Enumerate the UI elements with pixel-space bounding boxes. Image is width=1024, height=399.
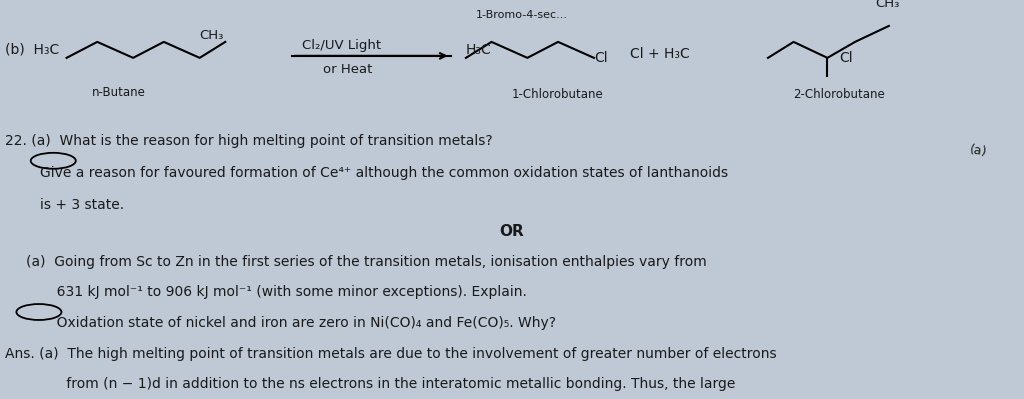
Text: OR: OR xyxy=(500,224,524,239)
Text: (a)  Going from Sc to Zn in the first series of the transition metals, ionisatio: (a) Going from Sc to Zn in the first ser… xyxy=(26,255,707,269)
Text: Cl₂/UV Light: Cl₂/UV Light xyxy=(302,40,381,52)
Text: H₃C: H₃C xyxy=(466,43,492,57)
Text: (a): (a) xyxy=(969,144,988,160)
Text: (b)  H₃C: (b) H₃C xyxy=(5,43,59,57)
Text: Cl: Cl xyxy=(840,51,853,65)
Text: 2-Chlorobutane: 2-Chlorobutane xyxy=(794,88,886,101)
Text: from (n − 1)d in addition to the ns electrons in the interatomic metallic bondin: from (n − 1)d in addition to the ns elec… xyxy=(5,377,735,391)
Text: CH₃: CH₃ xyxy=(200,29,224,42)
Text: Ans. (a)  The high melting point of transition metals are due to the involvement: Ans. (a) The high melting point of trans… xyxy=(5,347,777,361)
Text: CH₃: CH₃ xyxy=(876,0,900,10)
Text: 1-Bromo-4-sec...: 1-Bromo-4-sec... xyxy=(476,10,568,20)
Text: 631 kJ mol⁻¹ to 906 kJ mol⁻¹ (with some minor exceptions). Explain.: 631 kJ mol⁻¹ to 906 kJ mol⁻¹ (with some … xyxy=(26,285,526,299)
Text: n-Butane: n-Butane xyxy=(92,86,146,99)
Text: is + 3 state.: is + 3 state. xyxy=(5,198,124,211)
Text: 22. (a)  What is the reason for high melting point of transition metals?: 22. (a) What is the reason for high melt… xyxy=(5,134,493,148)
Text: Give a reason for favoured formation of Ce⁴⁺ although the common oxidation state: Give a reason for favoured formation of … xyxy=(5,166,728,180)
Text: 1-Chlorobutane: 1-Chlorobutane xyxy=(512,88,604,101)
Text: Cl: Cl xyxy=(594,51,607,65)
Text: or Heat: or Heat xyxy=(323,63,372,76)
Text: Oxidation state of nickel and iron are zero in Ni(CO)₄ and Fe(CO)₅. Why?: Oxidation state of nickel and iron are z… xyxy=(26,316,556,330)
Text: Cl + H₃C: Cl + H₃C xyxy=(630,47,689,61)
